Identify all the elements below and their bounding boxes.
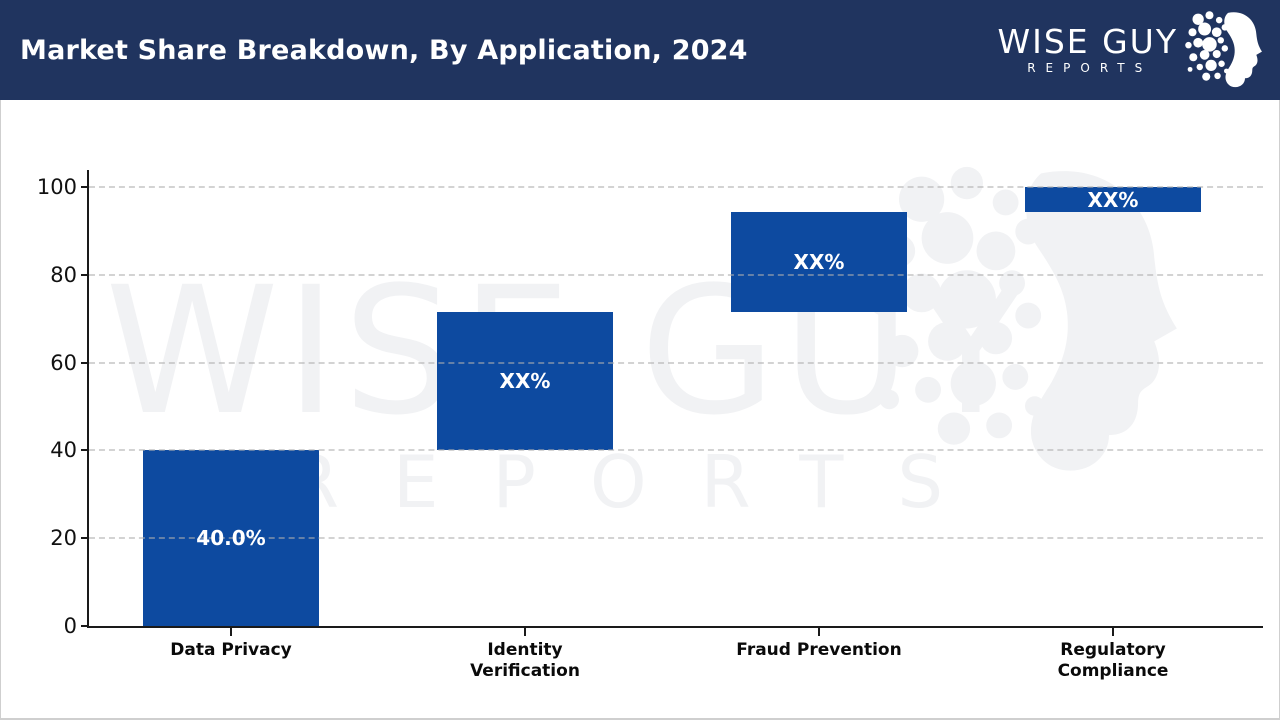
y-axis-line — [87, 170, 89, 628]
y-gridline — [89, 274, 1263, 276]
x-category-label-line: Fraud Prevention — [736, 640, 902, 660]
x-axis-line — [87, 626, 1263, 628]
y-tickmark — [81, 362, 89, 364]
y-tick-label: 40 — [50, 438, 77, 462]
header-bar: Market Share Breakdown, By Application, … — [0, 0, 1280, 100]
logo-subtext: REPORTS — [1027, 61, 1153, 76]
waterfall-bar-2 — [437, 312, 613, 450]
y-gridline — [89, 537, 1263, 539]
y-tick-label: 80 — [50, 263, 77, 287]
y-tick-label: 60 — [50, 351, 77, 375]
x-category-label-line: Data Privacy — [170, 640, 292, 660]
x-category-label: Regulatory Compliance — [993, 640, 1233, 682]
y-tick-label: 0 — [63, 614, 77, 638]
page-title: Market Share Breakdown, By Application, … — [20, 34, 748, 66]
y-tickmark — [81, 449, 89, 451]
labels-layer: 0 20 40 60 80 100 40.0% Data Privacy XX% Identity… — [1, 100, 1279, 718]
x-tickmark — [818, 628, 820, 636]
gridlines-layer — [1, 100, 1279, 718]
y-gridline — [89, 186, 1263, 188]
x-tickmark — [524, 628, 526, 636]
y-gridline — [89, 449, 1263, 451]
logo-face-icon — [1182, 6, 1266, 94]
waterfall-bar-3 — [731, 212, 907, 312]
wise-guy-logo: WISE GUY REPORTS — [997, 0, 1266, 100]
x-category-label-line: Regulatory — [1060, 640, 1166, 660]
chart-area: WISE GUY REPORTS 0 20 40 60 80 100 40.0% Data P… — [0, 100, 1280, 720]
axes-layer — [1, 100, 1279, 718]
bar-value-label: 40.0% — [196, 526, 266, 550]
x-category-label-line: Verification — [470, 661, 580, 681]
y-tick-label: 100 — [36, 175, 77, 199]
bar-value-label: XX% — [499, 369, 551, 393]
y-gridline — [89, 362, 1263, 364]
logo-wordmark: WISE GUY — [997, 21, 1178, 61]
x-category-label: Data Privacy — [111, 640, 351, 661]
bar-value-label: XX% — [1087, 187, 1139, 212]
waterfall-bar-4 — [1025, 187, 1201, 212]
watermark-subtext: REPORTS — [289, 440, 998, 524]
x-tickmark — [230, 628, 232, 636]
y-tick-label: 20 — [50, 526, 77, 550]
x-category-label: Fraud Prevention — [699, 640, 939, 661]
x-tickmark — [1112, 628, 1114, 636]
x-category-label-line: Identity — [487, 640, 563, 660]
logo-text: WISE GUY REPORTS — [997, 21, 1178, 76]
x-category-label: Identity Verification — [405, 640, 645, 682]
y-tickmark — [81, 537, 89, 539]
bar-value-label: XX% — [793, 250, 845, 274]
watermark-face-icon — [857, 146, 1193, 498]
x-category-label-line: Compliance — [1057, 661, 1169, 681]
y-tickmark — [81, 186, 89, 188]
y-tickmark — [81, 625, 89, 627]
y-tickmark — [81, 274, 89, 276]
